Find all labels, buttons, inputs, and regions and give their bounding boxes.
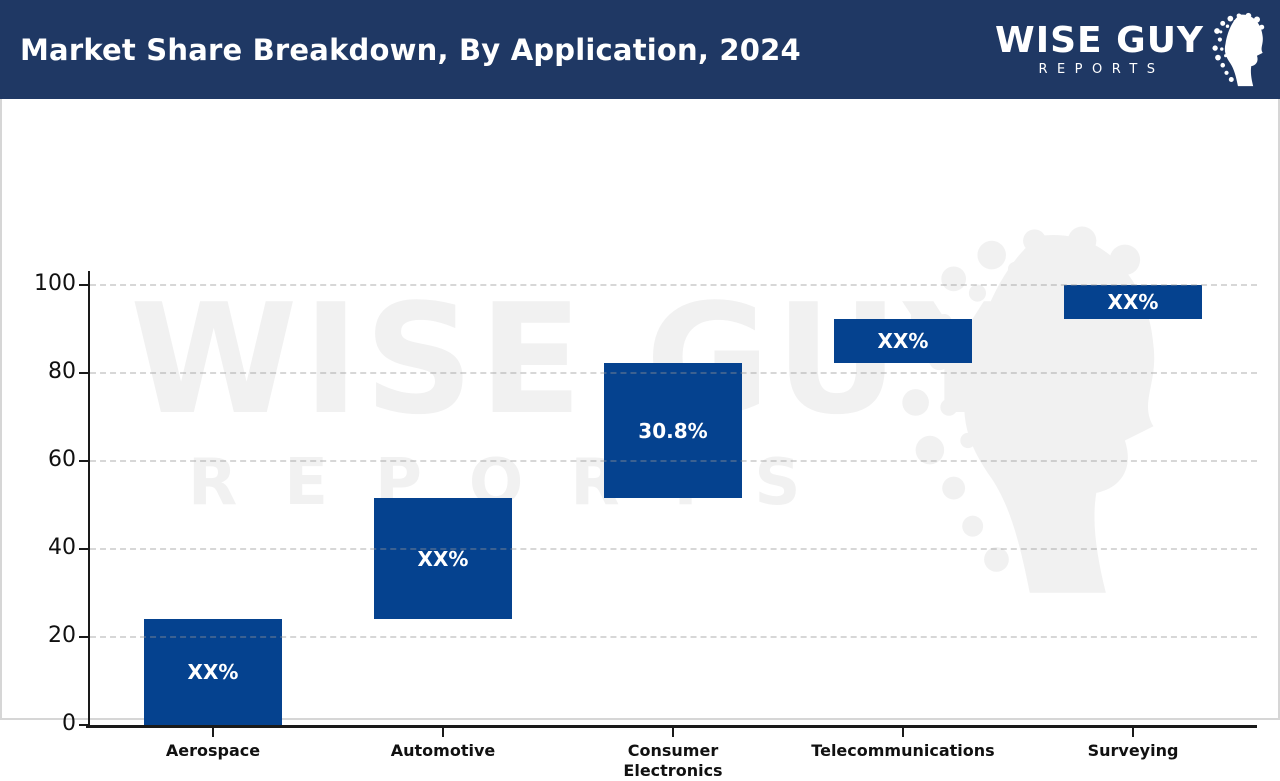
y-tick-label: 20 <box>48 623 76 648</box>
gridline-80 <box>90 372 1257 374</box>
bar-consumer-electronics: 30.8% <box>604 362 742 499</box>
x-category-label-line: Electronics <box>623 761 723 780</box>
waterfall-chart: XX% XX% 30.8% XX% XX% 0 20 40 60 80 100 Aerospace Au… <box>34 269 1257 780</box>
chart-canvas: WISE GUY REPORTS XX% XX% 30.8% XX% XX% 0 20 40 6… <box>0 99 1280 780</box>
y-tick-label: 60 <box>48 447 76 472</box>
x-category-label-telecommunications: Telecommunications <box>788 741 1018 761</box>
x-tick-mark <box>212 728 214 737</box>
bar-value-label: XX% <box>187 660 239 685</box>
gridline-100 <box>90 284 1257 286</box>
x-category-label-surveying: Surveying <box>1018 741 1248 761</box>
x-category-label-line: Surveying <box>1087 741 1179 760</box>
x-category-label-aerospace: Aerospace <box>98 741 328 761</box>
y-tick-mark <box>79 372 88 374</box>
x-tick-mark <box>902 728 904 737</box>
bar-aerospace: XX% <box>144 619 282 725</box>
y-tick-label: 40 <box>48 535 76 560</box>
bar-value-label: XX% <box>877 328 929 353</box>
x-category-label-line: Consumer <box>627 741 719 760</box>
bar-value-label: XX% <box>417 546 469 571</box>
y-axis-line <box>88 271 90 728</box>
x-tick-mark <box>442 728 444 737</box>
y-tick-label: 100 <box>34 270 76 296</box>
x-category-label-line: Telecommunications <box>811 741 995 760</box>
bar-value-label: XX% <box>1107 289 1159 314</box>
header-bar: Market Share Breakdown, By Application, … <box>0 0 1280 99</box>
x-category-label-consumer-electronics: Consumer Electronics <box>558 741 788 781</box>
y-tick-mark <box>79 460 88 462</box>
bar-telecommunications: XX% <box>834 318 972 363</box>
wiseguy-head-icon <box>1212 12 1265 86</box>
y-tick-mark <box>79 636 88 638</box>
gridline-40 <box>90 548 1257 550</box>
y-tick-label: 0 <box>62 711 76 736</box>
brand-logo-text: WISE GUY REPORTS <box>994 20 1204 77</box>
x-category-label-line: Automotive <box>390 741 496 760</box>
brand-subname: REPORTS <box>1038 62 1165 77</box>
y-tick-mark <box>79 548 88 550</box>
page-title: Market Share Breakdown, By Application, … <box>20 32 801 67</box>
y-tick-mark <box>79 284 88 286</box>
y-tick-mark <box>79 724 88 726</box>
x-category-label-line: Aerospace <box>165 741 261 760</box>
brand-name: WISE GUY <box>994 20 1204 61</box>
bar-automotive: XX% <box>374 498 512 620</box>
bar-value-label: 30.8% <box>638 418 708 443</box>
gridline-20 <box>90 636 1257 638</box>
x-category-label-automotive: Automotive <box>328 741 558 761</box>
x-tick-mark <box>1132 728 1134 737</box>
x-tick-mark <box>672 728 674 737</box>
gridline-60 <box>90 460 1257 462</box>
bar-surveying: XX% <box>1064 285 1202 319</box>
y-tick-label: 80 <box>48 359 76 384</box>
brand-logo: WISE GUY REPORTS <box>995 11 1266 89</box>
